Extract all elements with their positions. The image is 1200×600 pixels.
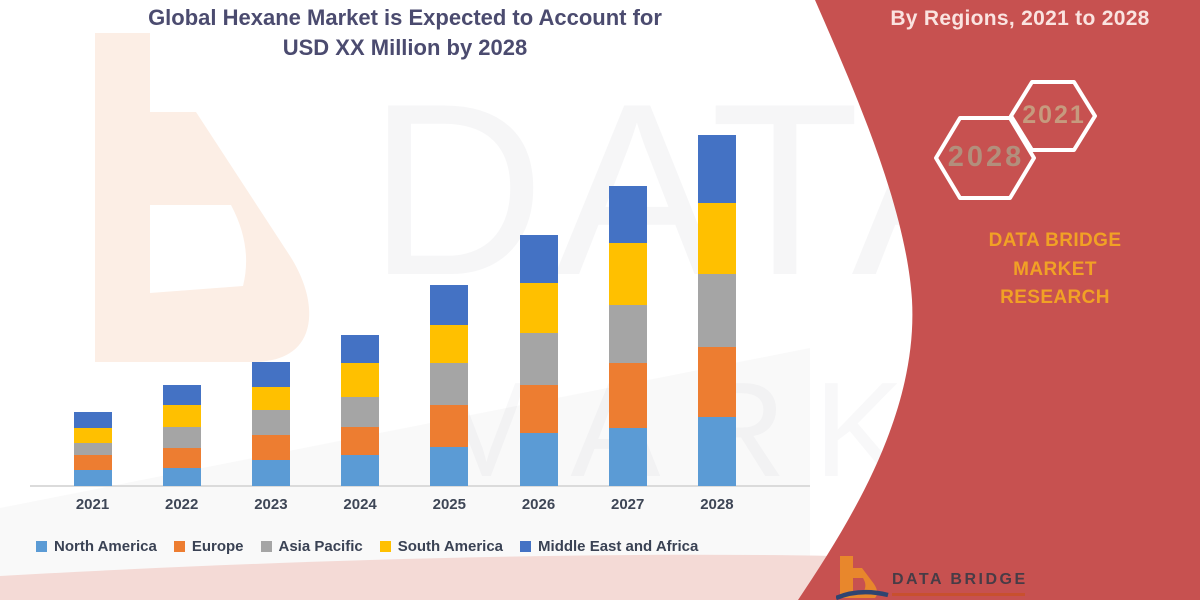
x-axis-label-2023: 2023 — [254, 496, 288, 513]
bar-segment-2026-middle-east-and-africa — [519, 235, 558, 283]
stacked-bar-2022 — [162, 385, 201, 486]
footer-logo: DATA BRIDGE — [836, 554, 1056, 600]
bar-segment-2028-south-america — [697, 203, 736, 274]
x-axis-label-2021: 2021 — [75, 496, 110, 513]
legend-label-south-america: South America — [397, 538, 504, 555]
footer-logo-swoosh — [836, 589, 889, 600]
legend-swatch-asia-pacific — [260, 541, 272, 552]
bar-segment-2021-south-america — [73, 428, 112, 443]
bar-segment-2024-europe — [341, 427, 380, 455]
legend-swatch-middle-east-and-africa — [520, 541, 532, 552]
bar-segment-2027-south-america — [608, 243, 647, 305]
hexagon-year-2021: 2021 — [1022, 101, 1086, 129]
bar-segment-2024-south-america — [341, 363, 380, 397]
legend-item-middle-east-and-africa: Middle East and Africa — [520, 538, 698, 555]
bar-segment-2021-asia-pacific — [73, 443, 112, 455]
legend-item-europe: Europe — [173, 538, 244, 555]
legend-swatch-europe — [173, 541, 185, 552]
bar-segment-2022-middle-east-and-africa — [162, 385, 201, 405]
red-banner-shape — [798, 0, 1200, 600]
legend-item-south-america: South America — [379, 538, 504, 555]
x-axis-label-2025: 2025 — [432, 496, 466, 513]
bar-segment-2026-north-america — [519, 433, 558, 486]
bar-segment-2026-asia-pacific — [519, 333, 558, 385]
legend-label-north-america: North America — [54, 538, 157, 555]
bar-segment-2022-north-america — [162, 468, 201, 486]
hexagon-outline-2021 — [1009, 80, 1097, 152]
bar-segment-2024-middle-east-and-africa — [341, 335, 380, 363]
legend-item-north-america: North America — [36, 538, 157, 555]
x-axis-label-2028: 2028 — [700, 496, 734, 513]
footer-brand-text: DATA BRIDGE — [892, 571, 1028, 588]
x-axis-label-2022: 2022 — [165, 496, 199, 513]
hexagon-year-2028: 2028 — [947, 141, 1025, 173]
stacked-bar-2023 — [251, 362, 290, 486]
page-title-line1: Global Hexane Market is Expected to Acco… — [148, 5, 662, 30]
pink-bottom-swoosh — [0, 554, 1000, 600]
bar-segment-2022-south-america — [162, 405, 201, 427]
bar-segment-2025-europe — [430, 405, 469, 447]
bar-segment-2027-north-america — [608, 428, 647, 486]
banner-subtitle: By Regions, 2021 to 2028 — [890, 7, 1150, 30]
bar-segment-2024-asia-pacific — [341, 397, 380, 427]
stacked-bar-2021 — [73, 412, 112, 486]
gray-swoosh-band — [0, 348, 810, 600]
footer-logo-b-icon — [836, 556, 889, 600]
x-axis-label-2026: 2026 — [521, 496, 556, 513]
bar-segment-2022-asia-pacific — [162, 427, 201, 448]
bar-segment-2023-north-america — [251, 460, 290, 486]
bar-segment-2021-europe — [73, 455, 112, 470]
hexagon-outline-2028 — [934, 116, 1036, 200]
banner-brand-line1: DATA BRIDGE MARKET — [988, 230, 1122, 280]
bar-segment-2023-south-america — [251, 387, 290, 410]
bar-segment-2023-middle-east-and-africa — [251, 362, 290, 387]
x-axis-label-2027: 2027 — [611, 496, 645, 513]
bar-segment-2025-middle-east-and-africa — [430, 285, 469, 325]
chart-legend: North America Europe Asia Pacific South Ame… — [36, 538, 698, 555]
bar-segment-2021-middle-east-and-africa — [73, 412, 112, 428]
stacked-bar-2027 — [608, 186, 647, 486]
bar-segment-2028-europe — [697, 347, 736, 417]
legend-item-asia-pacific: Asia Pacific — [260, 538, 363, 555]
bar-segment-2024-north-america — [341, 455, 380, 486]
bar-segment-2028-middle-east-and-africa — [697, 135, 736, 203]
bar-segment-2028-north-america — [697, 417, 736, 486]
legend-swatch-south-america — [379, 541, 391, 552]
bar-segment-2025-south-america — [430, 325, 469, 363]
bar-segment-2028-asia-pacific — [697, 274, 736, 347]
bar-segment-2023-europe — [251, 435, 290, 460]
bar-segment-2021-north-america — [73, 470, 112, 486]
legend-swatch-north-america — [36, 541, 47, 552]
dbmr-b-watermark-shape — [95, 33, 310, 362]
x-axis-line — [30, 485, 810, 487]
bar-segment-2026-south-america — [519, 283, 558, 333]
page-title-line2: USD XX Million by 2028 — [282, 35, 528, 61]
x-axis-label-2024: 2024 — [343, 496, 377, 513]
bar-segment-2022-europe — [162, 448, 201, 468]
bar-segment-2027-asia-pacific — [608, 305, 647, 363]
bar-segment-2025-north-america — [430, 447, 469, 486]
stacked-bar-2024 — [341, 335, 380, 486]
banner-brand-text: DATA BRIDGE MARKET RESEARCH — [946, 227, 1164, 313]
stacked-bar-2025 — [430, 285, 469, 486]
legend-label-asia-pacific: Asia Pacific — [278, 538, 363, 555]
bar-segment-2027-europe — [608, 363, 647, 428]
bar-segment-2027-middle-east-and-africa — [608, 186, 647, 243]
page-title: Global Hexane Market is Expected to Acco… — [140, 3, 670, 64]
bar-segment-2023-asia-pacific — [251, 410, 290, 435]
bar-segment-2026-europe — [519, 385, 558, 433]
legend-label-europe: Europe — [191, 538, 244, 555]
banner-brand-line2: RESEARCH — [1000, 287, 1110, 308]
bar-segment-2025-asia-pacific — [430, 363, 469, 405]
footer-brand-underline — [892, 593, 1025, 596]
stacked-bar-2026 — [519, 235, 558, 486]
legend-label-middle-east-and-africa: Middle East and Africa — [538, 538, 699, 555]
stacked-bar-2028 — [697, 135, 736, 486]
